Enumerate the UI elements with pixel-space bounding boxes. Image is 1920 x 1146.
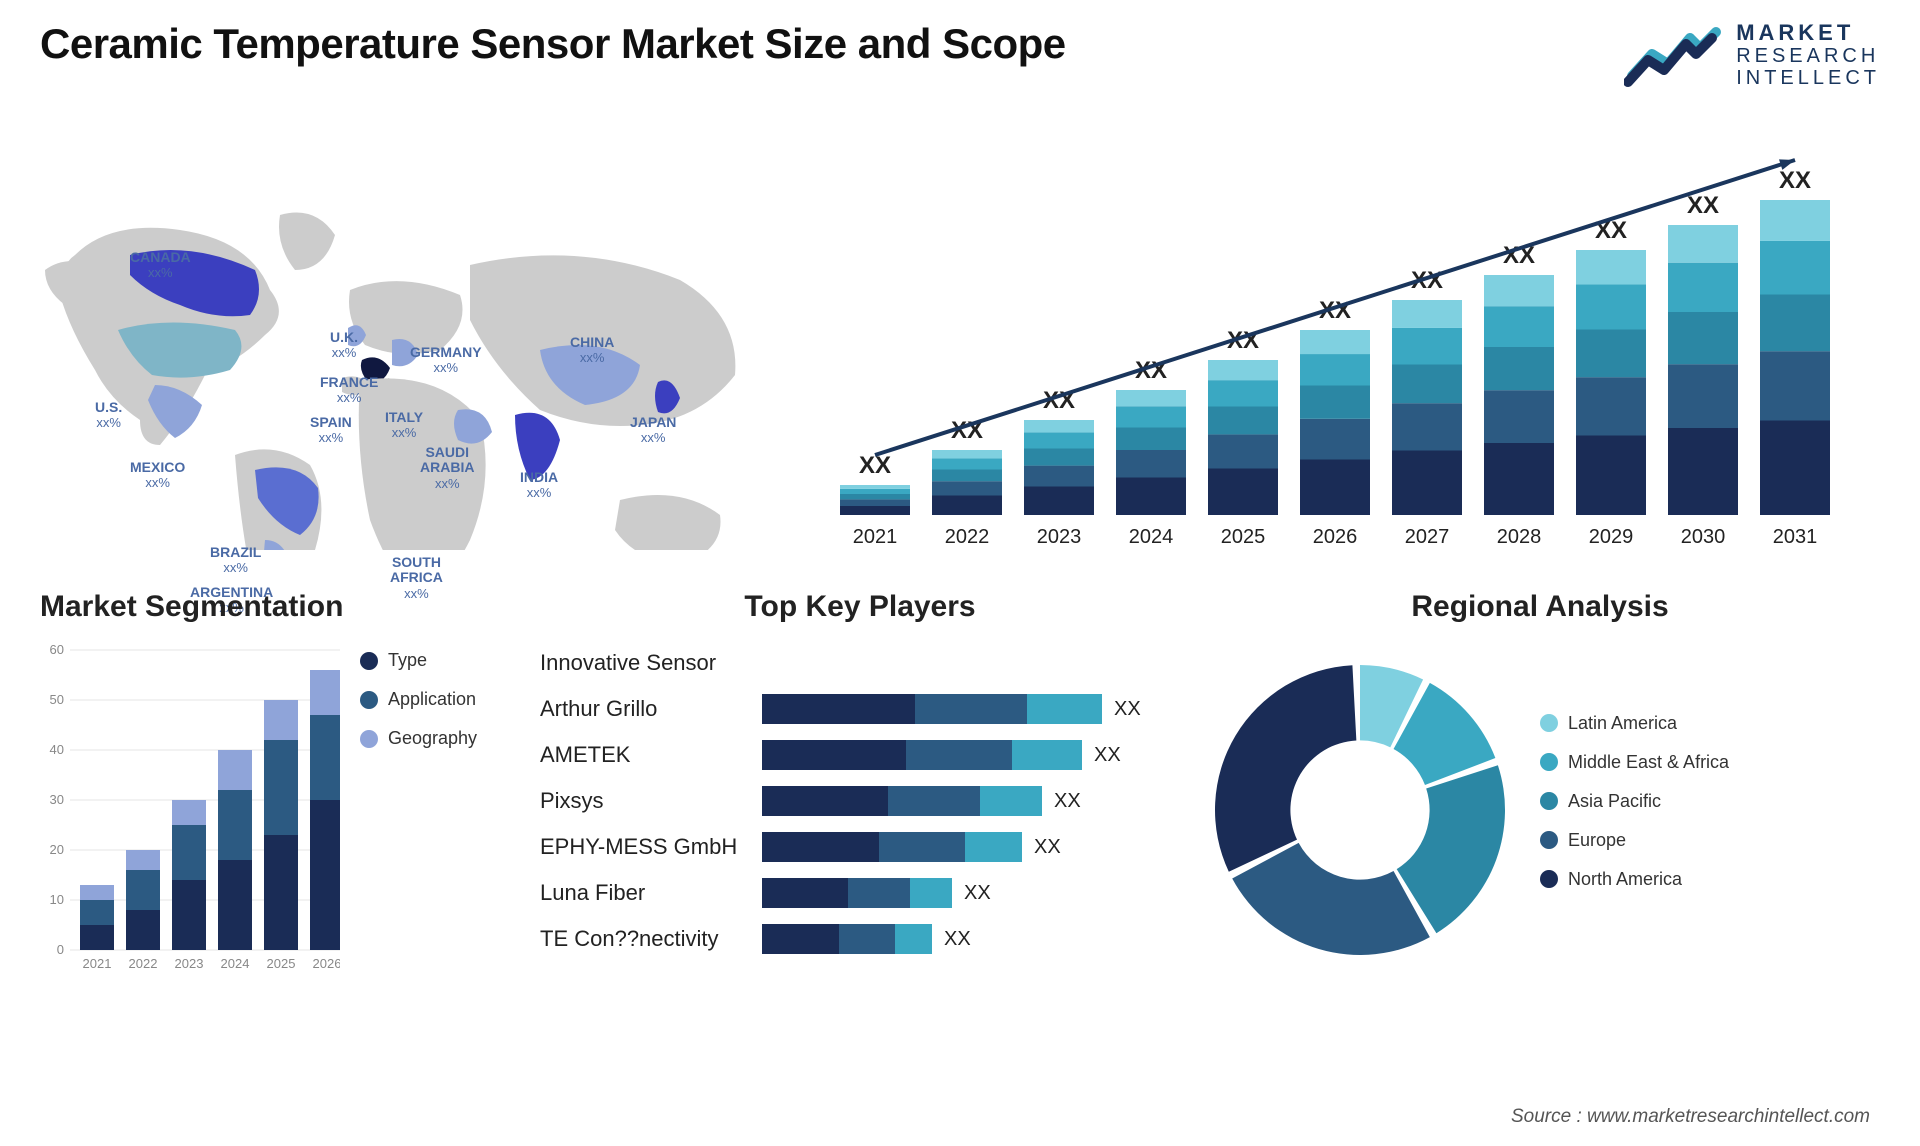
key-player-row: Arthur Grillo XX [540,686,1180,732]
map-label: SPAINxx% [310,415,352,446]
svg-text:2024: 2024 [221,956,250,971]
key-player-name: Luna Fiber [540,880,750,906]
segmentation-legend-item: Geography [360,728,520,749]
key-player-row: Pixsys XX [540,778,1180,824]
forecast-year-label: 2025 [1221,526,1266,548]
regional-title: Regional Analysis [1200,590,1880,624]
forecast-year-label: 2028 [1497,526,1542,548]
map-label: SAUDIARABIAxx% [420,445,474,491]
key-player-value: XX [1114,698,1141,721]
segmentation-legend-item: Application [360,689,520,710]
key-player-name: Pixsys [540,788,750,814]
map-label: CANADAxx% [130,250,191,281]
key-player-row: Innovative Sensor [540,640,1180,686]
map-label: BRAZILxx% [210,545,261,576]
key-player-row: Luna Fiber XX [540,870,1180,916]
key-player-value: XX [1034,836,1061,859]
svg-text:10: 10 [50,892,64,907]
forecast-year-label: 2031 [1773,526,1818,548]
key-player-name: TE Con??nectivity [540,926,750,952]
svg-text:0: 0 [57,942,64,957]
forecast-bar-label: XX [1687,192,1719,219]
regional-legend-item: Middle East & Africa [1540,752,1880,773]
forecast-year-label: 2023 [1037,526,1082,548]
svg-text:40: 40 [50,742,64,757]
svg-text:2026: 2026 [313,956,340,971]
map-label: ITALYxx% [385,410,423,441]
svg-text:2021: 2021 [83,956,112,971]
key-player-name: AMETEK [540,742,750,768]
forecast-year-label: 2027 [1405,526,1450,548]
key-player-row: AMETEK XX [540,732,1180,778]
forecast-bar-label: XX [1779,167,1811,194]
forecast-year-label: 2021 [853,526,898,548]
key-player-value: XX [964,882,991,905]
key-player-value: XX [944,928,971,951]
segmentation-panel: Market Segmentation 0 10 20 30 40 50 60 2021 202… [40,590,520,1040]
key-player-row: TE Con??nectivity XX [540,916,1180,962]
key-players-panel: Top Key Players Innovative Sensor Arthur … [540,590,1180,1040]
key-player-row: EPHY-MESS GmbH XX [540,824,1180,870]
key-player-name: EPHY-MESS GmbH [540,834,750,860]
key-player-name: Innovative Sensor [540,650,750,676]
forecast-bar-label: XX [859,452,891,479]
segmentation-legend-item: Type [360,650,520,671]
map-label: INDIAxx% [520,470,558,501]
regional-legend-item: Asia Pacific [1540,791,1880,812]
segmentation-title: Market Segmentation [40,590,520,624]
svg-text:60: 60 [50,642,64,657]
svg-text:30: 30 [50,792,64,807]
regional-panel: Regional Analysis Latin America Middle Ea… [1200,590,1880,1040]
key-players-title: Top Key Players [540,590,1180,624]
forecast-year-label: 2029 [1589,526,1634,548]
logo-line1: MARKET [1736,21,1880,45]
forecast-year-label: 2026 [1313,526,1358,548]
svg-text:2023: 2023 [175,956,204,971]
svg-text:20: 20 [50,842,64,857]
regional-legend-item: Latin America [1540,713,1880,734]
map-label: JAPANxx% [630,415,676,446]
key-player-name: Arthur Grillo [540,696,750,722]
source-text: Source : www.marketresearchintellect.com [1511,1106,1870,1128]
svg-text:2022: 2022 [129,956,158,971]
regional-legend-item: Europe [1540,830,1880,851]
logo: MARKET RESEARCH INTELLECT [1624,20,1880,90]
forecast-year-label: 2030 [1681,526,1726,548]
forecast-year-label: 2024 [1129,526,1174,548]
logo-line2: RESEARCH [1736,45,1880,67]
map-label: MEXICOxx% [130,460,185,491]
map-label: FRANCExx% [320,375,378,406]
key-player-value: XX [1094,744,1121,767]
key-player-value: XX [1054,790,1081,813]
forecast-chart: XX2021XX2022XX2023XX2024XX2025XX2026XX20… [810,120,1880,550]
svg-text:2025: 2025 [267,956,296,971]
page-title: Ceramic Temperature Sensor Market Size a… [40,20,1066,68]
logo-icon [1624,20,1724,90]
logo-line3: INTELLECT [1736,67,1880,89]
regional-legend-item: North America [1540,869,1880,890]
forecast-year-label: 2022 [945,526,990,548]
map-label: U.S.xx% [95,400,122,431]
world-map: CANADAxx%U.S.xx%MEXICOxx%BRAZILxx%ARGENT… [40,120,780,550]
map-label: U.K.xx% [330,330,358,361]
svg-text:50: 50 [50,692,64,707]
map-label: GERMANYxx% [410,345,482,376]
map-label: CHINAxx% [570,335,614,366]
